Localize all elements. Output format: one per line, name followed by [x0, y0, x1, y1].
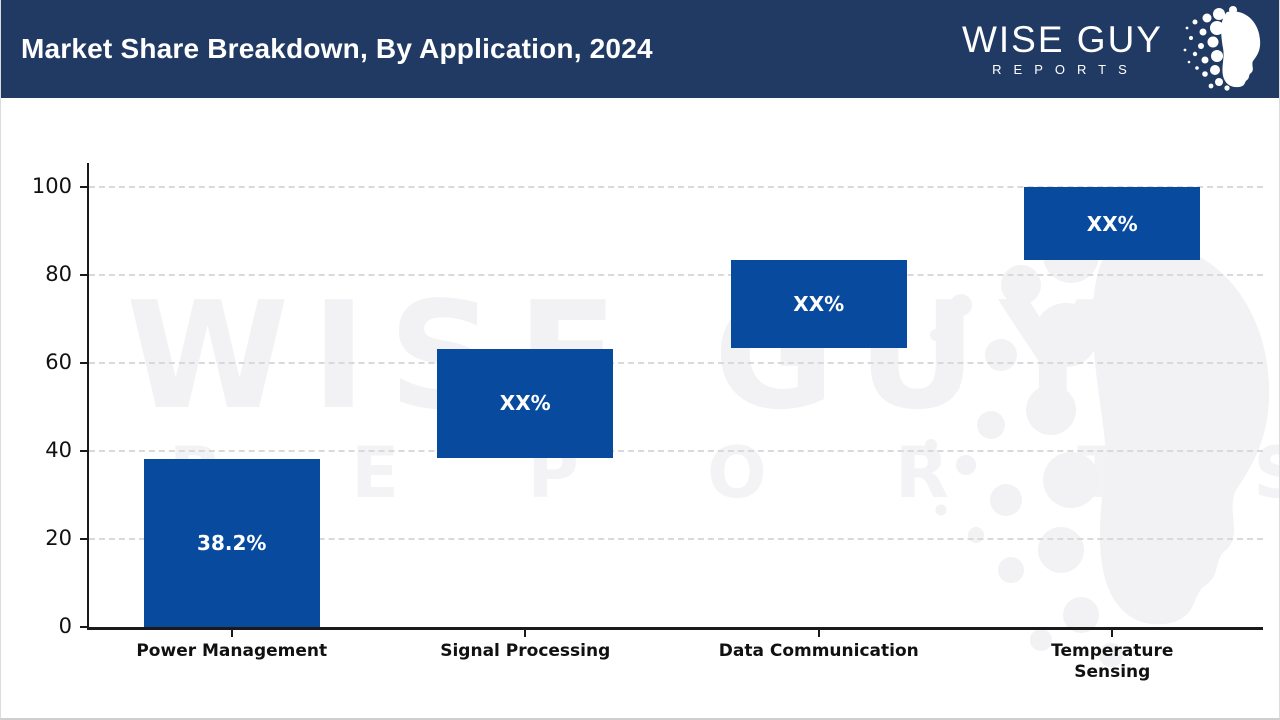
wise-guy-logo: WISE GUY REPORTS [962, 6, 1263, 92]
bar-value-label: 38.2% [197, 530, 267, 555]
y-tick-label: 80 [45, 262, 72, 286]
bar-value-label: XX% [793, 292, 845, 317]
y-tick-label: 100 [31, 174, 72, 198]
x-category-label: Data Communication [718, 641, 919, 661]
bar-segment: XX% [730, 260, 907, 349]
header-bar: Market Share Breakdown, By Application, … [1, 0, 1279, 98]
y-tickmark [80, 538, 89, 540]
bar-segment: XX% [437, 348, 614, 458]
logo-head-icon [1183, 6, 1261, 91]
x-tickmark [817, 629, 820, 637]
x-category-label: Power Management [136, 641, 328, 661]
y-tick-label: 0 [58, 614, 72, 638]
bar-value-label: XX% [499, 391, 551, 416]
bar-segment: 38.2% [143, 458, 320, 627]
y-tickmark [80, 274, 89, 276]
x-tickmark [1111, 629, 1114, 637]
logo-text: WISE GUY REPORTS [962, 21, 1163, 77]
y-tickmark [80, 626, 89, 628]
x-axis-line [87, 627, 1263, 630]
watermark-head-icon [925, 219, 1270, 667]
logo-wordmark: WISE GUY [961, 19, 1163, 60]
gridline [89, 362, 1263, 364]
page-title: Market Share Breakdown, By Application, … [21, 33, 653, 64]
gridline [89, 538, 1263, 540]
bar-segment: XX% [1024, 187, 1201, 261]
logo-subtitle: REPORTS [992, 62, 1139, 77]
y-tickmark [80, 450, 89, 452]
x-category-label: Signal Processing [440, 641, 611, 661]
gridline [89, 186, 1263, 188]
gridline [89, 274, 1263, 276]
x-category-label: Temperature Sensing [1051, 641, 1174, 683]
y-axis-line [87, 163, 89, 629]
gridline [89, 450, 1263, 452]
y-tick-label: 40 [45, 438, 72, 462]
watermark-wordmark: WISE GUY [126, 270, 1129, 442]
x-tickmark [230, 629, 233, 637]
x-tickmark [524, 629, 527, 637]
y-tick-label: 20 [45, 526, 72, 550]
bar-value-label: XX% [1086, 211, 1138, 236]
y-tick-label: 60 [45, 350, 72, 374]
y-tickmark [80, 186, 89, 188]
y-tickmark [80, 362, 89, 364]
